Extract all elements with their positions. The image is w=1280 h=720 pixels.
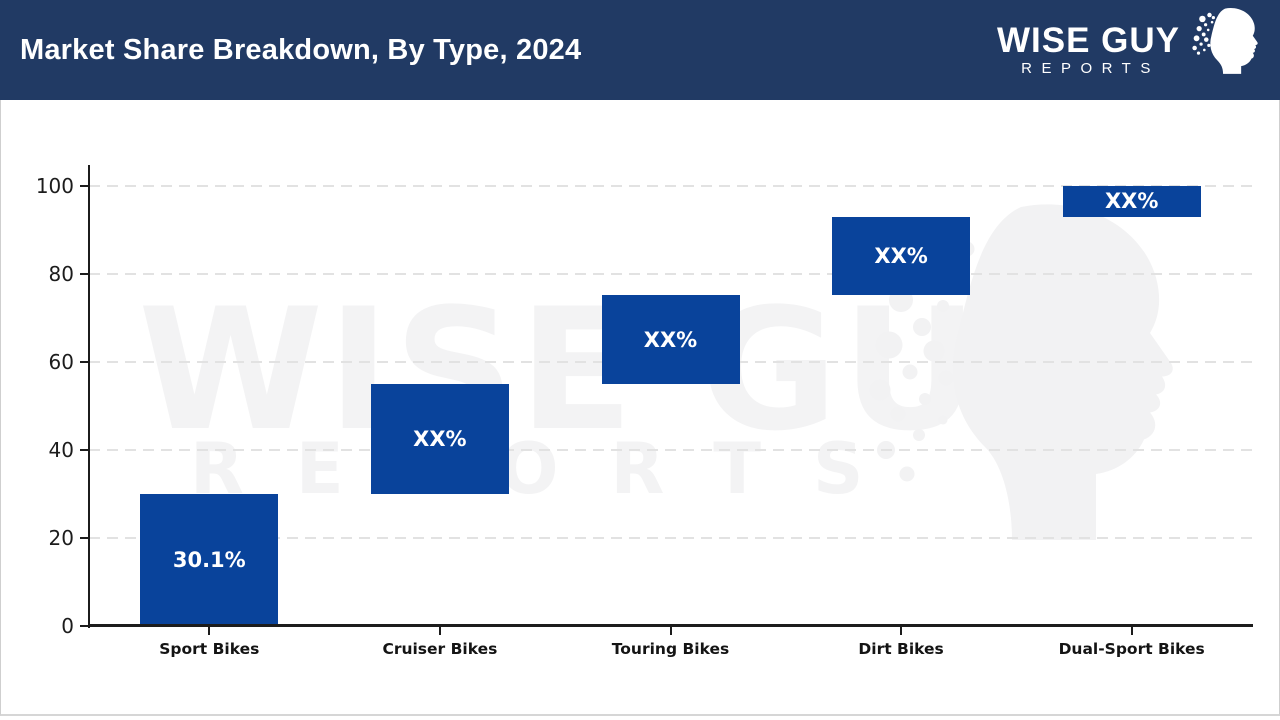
x-tick-label: Sport Bikes bbox=[159, 640, 260, 658]
y-tick-label: 20 bbox=[48, 526, 74, 550]
bar-value-label: XX% bbox=[413, 426, 467, 451]
y-axis-tick bbox=[80, 361, 88, 363]
header-bar: Market Share Breakdown, By Type, 2024 WI… bbox=[0, 0, 1280, 100]
y-tick-label: 100 bbox=[35, 174, 74, 198]
x-axis-tick bbox=[1130, 627, 1133, 635]
bar-segment: XX% bbox=[1062, 186, 1201, 217]
bar-segment: XX% bbox=[832, 216, 971, 296]
bar-value-label: XX% bbox=[643, 327, 698, 352]
bar-segment: 30.1% bbox=[140, 493, 279, 626]
x-axis-tick bbox=[900, 627, 903, 635]
bar-value-label: XX% bbox=[874, 243, 928, 268]
x-tick-label: Touring Bikes bbox=[611, 640, 730, 658]
logo-text: WISE GUY REPORTS bbox=[996, 20, 1180, 77]
y-axis-tick bbox=[80, 625, 88, 627]
y-tick-label: 0 bbox=[61, 614, 74, 638]
x-axis-tick bbox=[208, 627, 211, 635]
x-axis-tick bbox=[669, 627, 672, 635]
y-tick-label: 80 bbox=[48, 262, 74, 286]
gridline bbox=[89, 185, 1253, 187]
x-axis-line bbox=[88, 624, 1253, 627]
y-axis-tick bbox=[80, 537, 88, 539]
gridline bbox=[89, 537, 1253, 539]
y-axis-line bbox=[88, 165, 90, 628]
x-tick-label: Dual-Sport Bikes bbox=[1058, 640, 1205, 658]
logo-wordmark: WISE GUY bbox=[996, 20, 1180, 60]
watermark-subtitle: REPORTS bbox=[190, 428, 916, 510]
bar-segment: XX% bbox=[370, 384, 509, 494]
bar-value-label: XX% bbox=[1104, 189, 1159, 214]
y-tick-label: 60 bbox=[48, 350, 74, 374]
logo-face-icon bbox=[1184, 6, 1266, 94]
y-axis-tick bbox=[80, 273, 88, 275]
x-tick-label: Dirt Bikes bbox=[858, 640, 944, 658]
y-axis-tick bbox=[80, 449, 88, 451]
gridline bbox=[89, 273, 1253, 275]
bar-value-label: 30.1% bbox=[172, 547, 246, 572]
x-axis-tick bbox=[438, 627, 441, 635]
x-tick-label: Cruiser Bikes bbox=[382, 640, 498, 658]
wise-guy-logo: WISE GUY REPORTS bbox=[997, 6, 1280, 94]
logo-subtitle: REPORTS bbox=[1021, 59, 1160, 77]
y-axis-tick bbox=[80, 185, 88, 187]
page-title: Market Share Breakdown, By Type, 2024 bbox=[20, 33, 582, 66]
y-tick-label: 40 bbox=[48, 438, 74, 462]
bar-segment: XX% bbox=[601, 295, 740, 384]
gridline bbox=[89, 449, 1253, 451]
